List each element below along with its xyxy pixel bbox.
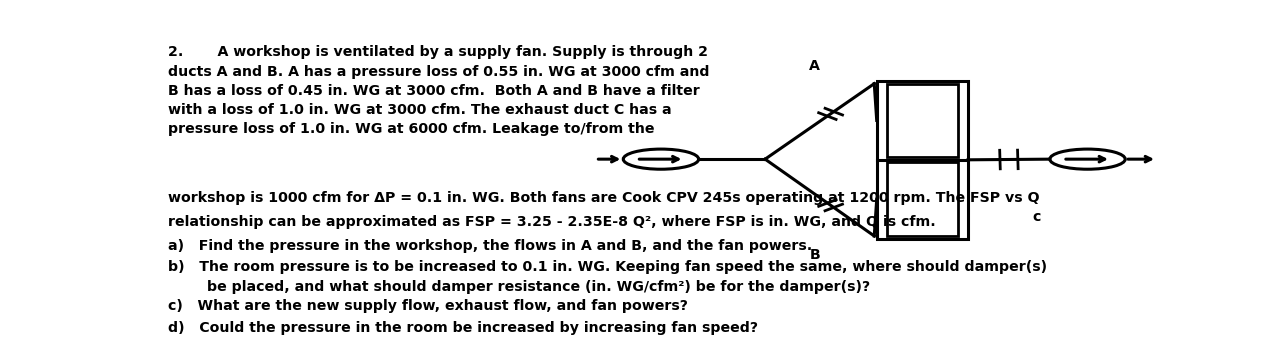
- Bar: [887, 162, 957, 236]
- Text: c: c: [1033, 211, 1041, 224]
- Text: relationship can be approximated as FSP = 3.25 - 2.35E-8 Q², where FSP is in. WG: relationship can be approximated as FSP …: [168, 215, 936, 229]
- Text: 2.       A workshop is ventilated by a supply fan. Supply is through 2
ducts A a: 2. A workshop is ventilated by a supply …: [168, 45, 709, 136]
- Text: b)   The room pressure is to be increased to 0.1 in. WG. Keeping fan speed the s: b) The room pressure is to be increased …: [168, 260, 1047, 274]
- Text: be placed, and what should damper resistance (in. WG/cfm²) be for the damper(s)?: be placed, and what should damper resist…: [168, 280, 870, 294]
- Text: A: A: [809, 60, 820, 73]
- Bar: [877, 81, 968, 239]
- Text: B: B: [809, 248, 820, 261]
- Text: a)   Find the pressure in the workshop, the flows in A and B, and the fan powers: a) Find the pressure in the workshop, th…: [168, 239, 813, 252]
- Text: workshop is 1000 cfm for ΔP = 0.1 in. WG. Both fans are Cook CPV 245s operating : workshop is 1000 cfm for ΔP = 0.1 in. WG…: [168, 191, 1039, 205]
- Bar: [887, 84, 957, 157]
- Text: d)   Could the pressure in the room be increased by increasing fan speed?: d) Could the pressure in the room be inc…: [168, 321, 758, 335]
- Text: c)   What are the new supply flow, exhaust flow, and fan powers?: c) What are the new supply flow, exhaust…: [168, 299, 687, 313]
